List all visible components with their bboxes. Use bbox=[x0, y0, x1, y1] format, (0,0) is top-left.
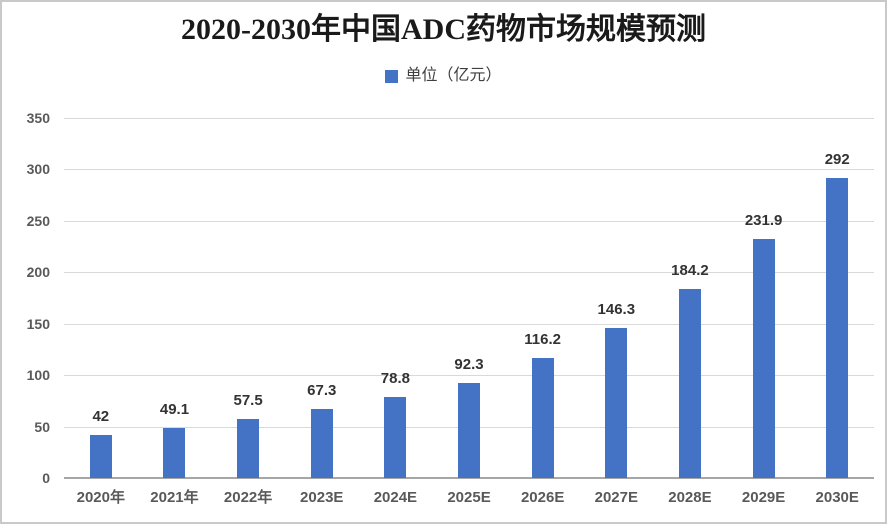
y-axis: 0 50 100 150 200 250 300 350 bbox=[2, 110, 50, 486]
bar bbox=[752, 239, 775, 478]
gridline bbox=[64, 118, 874, 119]
bar-slot: 92.3 bbox=[432, 118, 506, 478]
x-axis-tick-label: 2022年 bbox=[223, 489, 273, 506]
bar-slot: 231.9 bbox=[727, 118, 801, 478]
bar-slot: 67.3 bbox=[285, 118, 359, 478]
x-axis-tick-label: 2023E bbox=[300, 489, 344, 506]
y-axis-tick-label: 250 bbox=[26, 212, 50, 229]
x-axis-tick-label: 2027E bbox=[594, 489, 638, 506]
x-axis-tick-label: 2025E bbox=[447, 489, 491, 506]
legend-label: 单位（亿元） bbox=[405, 67, 502, 84]
legend: 单位（亿元） bbox=[2, 66, 885, 86]
bar-value-label: 78.8 bbox=[380, 369, 410, 387]
y-axis-tick-label: 50 bbox=[34, 418, 50, 435]
gridline bbox=[64, 169, 874, 171]
bar bbox=[605, 327, 628, 478]
bars-container: 42 49.1 57.5 67.3 78.8 92.3 116.2 146.3 184.2 231… bbox=[64, 118, 874, 478]
bar-value-label: 67.3 bbox=[307, 381, 337, 399]
x-axis-tick-label: 2030E bbox=[815, 489, 859, 506]
gridline bbox=[64, 220, 874, 222]
bar-value-label: 57.5 bbox=[233, 391, 263, 409]
bar bbox=[163, 427, 186, 478]
chart-title: 2020-2030年中国ADC药物市场规模预测 bbox=[181, 13, 706, 46]
bar-slot: 78.8 bbox=[359, 118, 433, 478]
bar-slot: 49.1 bbox=[138, 118, 212, 478]
x-axis-tick-label: 2029E bbox=[741, 489, 786, 506]
gridline bbox=[64, 323, 874, 325]
y-axis-tick-label: 150 bbox=[26, 315, 50, 332]
y-axis-tick-label: 350 bbox=[26, 110, 50, 126]
gridline bbox=[64, 272, 874, 274]
bar-slot: 292 bbox=[800, 118, 874, 478]
bar-value-label: 184.2 bbox=[671, 261, 709, 279]
x-axis-tick-label: 2026E bbox=[520, 489, 565, 506]
bar-slot: 42 bbox=[64, 118, 138, 478]
y-axis-tick-label: 0 bbox=[42, 470, 50, 486]
bar bbox=[310, 408, 333, 478]
bar bbox=[384, 396, 407, 478]
bar-value-label: 231.9 bbox=[744, 212, 783, 230]
x-axis-tick-label: 2028E bbox=[668, 489, 712, 506]
bar-slot: 116.2 bbox=[506, 118, 580, 478]
y-axis-tick-label: 200 bbox=[26, 264, 50, 281]
y-axis-tick-label: 300 bbox=[26, 161, 50, 178]
x-axis-line bbox=[64, 477, 874, 479]
bar-slot: 184.2 bbox=[653, 118, 727, 478]
bar-slot: 146.3 bbox=[579, 118, 653, 478]
legend-marker-icon bbox=[385, 69, 399, 83]
gridline bbox=[64, 375, 874, 377]
x-axis-tick-label: 2020年 bbox=[76, 489, 125, 506]
bar-value-label: 292 bbox=[824, 150, 850, 168]
x-axis-tick-label: 2021年 bbox=[150, 489, 199, 506]
bar-value-label: 146.3 bbox=[597, 300, 636, 318]
x-axis: 2020年 2021年 2022年 2023E 2024E 2025E 2026E 2027E… bbox=[64, 488, 874, 510]
bar bbox=[678, 288, 701, 478]
bar bbox=[531, 358, 554, 478]
bar bbox=[826, 177, 849, 478]
bar-slot: 57.5 bbox=[211, 118, 285, 478]
bar bbox=[458, 383, 481, 478]
x-axis-tick-label: 2024E bbox=[373, 489, 418, 506]
bar-value-label: 116.2 bbox=[524, 331, 562, 349]
bar-value-label: 42 bbox=[92, 407, 110, 425]
y-axis-tick-label: 100 bbox=[26, 367, 50, 384]
bar bbox=[237, 418, 260, 478]
bar bbox=[89, 434, 112, 478]
bar-value-label: 92.3 bbox=[454, 356, 484, 374]
bar-value-label: 49.1 bbox=[159, 400, 190, 418]
plot-area: 42 49.1 57.5 67.3 78.8 92.3 116.2 146.3 184.2 231… bbox=[64, 118, 874, 479]
